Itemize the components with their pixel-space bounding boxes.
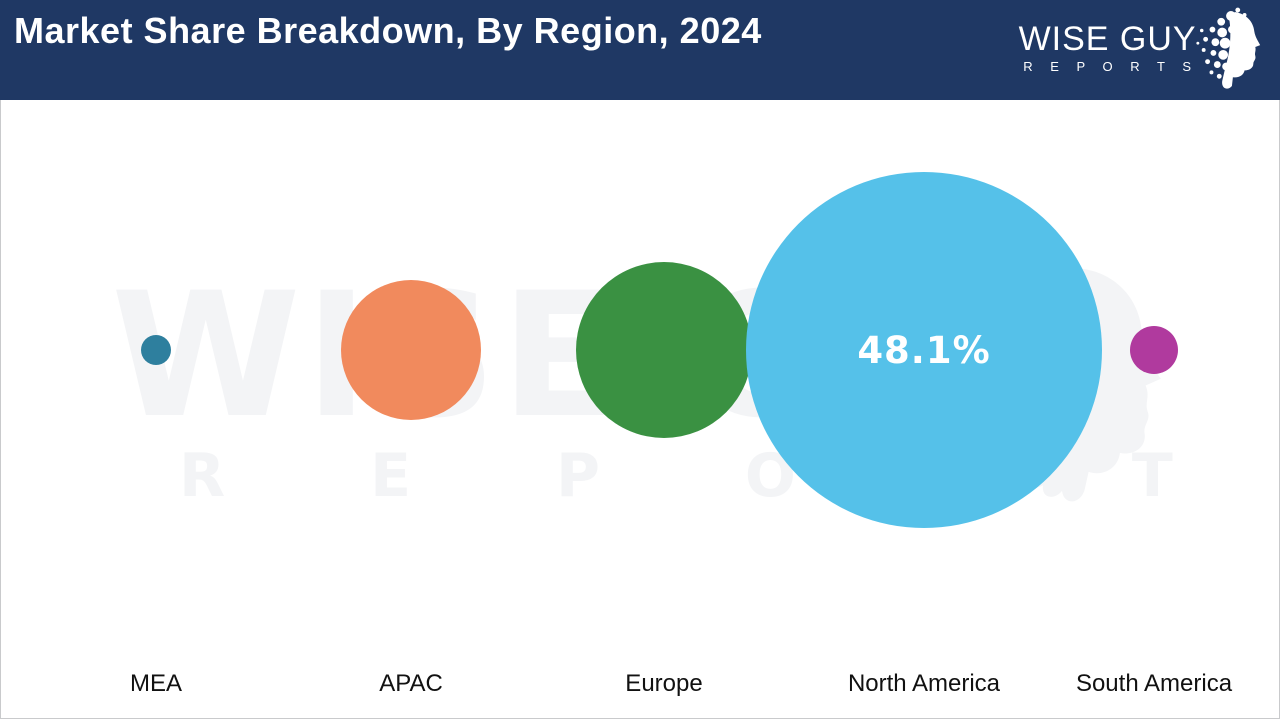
category-label-europe: Europe xyxy=(625,670,703,697)
bubble-europe xyxy=(576,262,752,438)
header-bar: Market Share Breakdown, By Region, 2024 … xyxy=(0,0,1280,100)
logo-subtitle: R E P O R T S xyxy=(1023,59,1198,74)
bubble-south-america xyxy=(1130,326,1178,374)
category-label-north-america: North America xyxy=(847,670,1001,697)
wise-guy-head-icon xyxy=(1196,7,1261,89)
logo-text: WISE GUY R E P O R T S xyxy=(1017,22,1198,74)
bubble-apac xyxy=(341,280,481,420)
category-label-south-america: South America xyxy=(1075,670,1233,697)
logo-wordmark: WISE GUY xyxy=(1018,20,1197,58)
wise-guy-logo: WISE GUY R E P O R T S xyxy=(1017,6,1266,92)
category-axis: MEA APAC Europe North America South America xyxy=(1,670,1279,704)
bubble-mea xyxy=(141,335,171,365)
page-title: Market Share Breakdown, By Region, 2024 xyxy=(14,10,762,51)
category-label-apac: APAC xyxy=(379,670,443,697)
plot-area: 48.1% xyxy=(1,100,1279,718)
bubble-north-america: 48.1% xyxy=(746,172,1102,528)
bubble-value-label-north-america: 48.1% xyxy=(857,328,991,372)
category-label-mea: MEA xyxy=(129,670,183,697)
chart-area: WISE GUY R E P O R T S 48.1% MEAAPACEuro… xyxy=(0,100,1280,719)
